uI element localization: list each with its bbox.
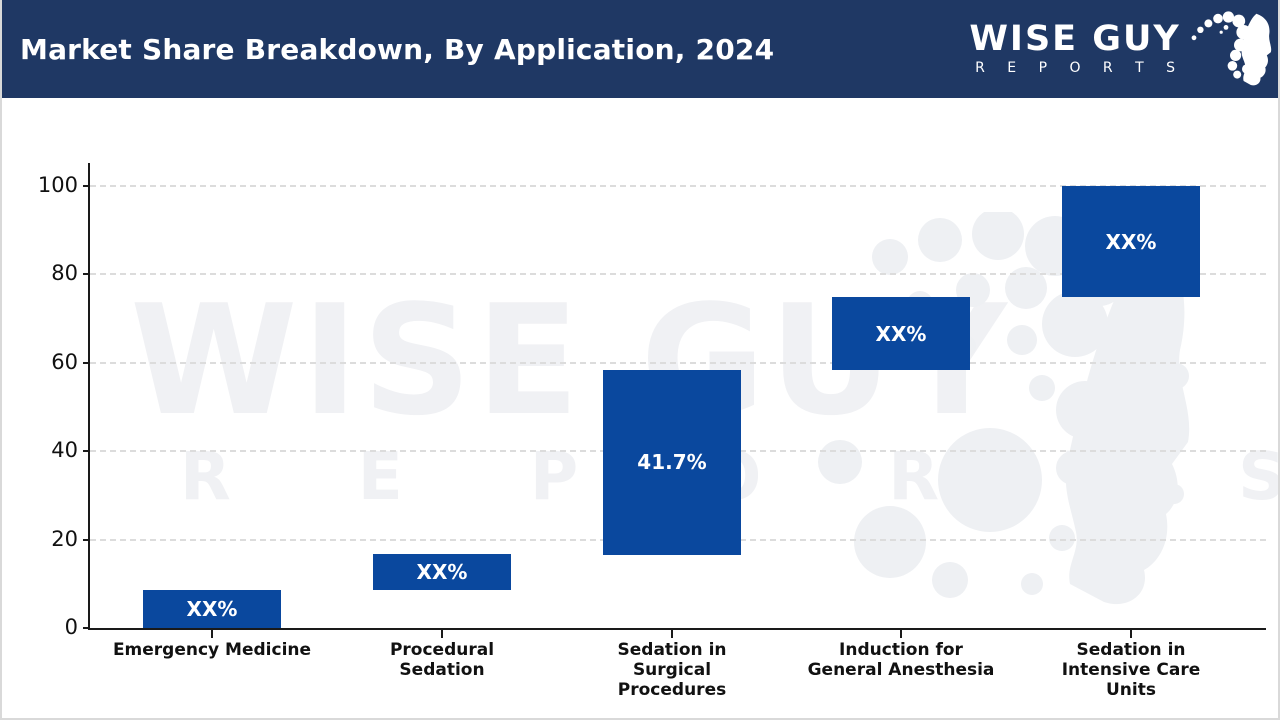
- x-tick-label-4: Induction for General Anesthesia: [786, 640, 1016, 680]
- x-tick-label-5: Sedation in Intensive Care Units: [1016, 640, 1246, 700]
- bar-value-label: XX%: [875, 321, 927, 346]
- x-tick-label-line: Induction for: [839, 640, 963, 660]
- x-tick-label-line: Procedural: [389, 640, 495, 660]
- brand-logo-line1: WISE GUY: [969, 19, 1181, 59]
- y-tick-label-0: 0: [64, 615, 78, 639]
- bar-3: 41.7%: [603, 370, 741, 555]
- y-axis-tick-60: [83, 361, 90, 364]
- x-tick-label-line: Intensive Care: [1061, 660, 1201, 680]
- x-axis-tick-2: [441, 630, 443, 638]
- x-tick-label-line: Surgical: [632, 660, 712, 680]
- page-title: Market Share Breakdown, By Application, …: [20, 32, 775, 66]
- brand-logo-text: WISE GUY R E P O R T S: [966, 19, 1184, 77]
- x-tick-label-line: Procedures: [617, 680, 727, 700]
- y-axis-tick-40: [83, 450, 90, 453]
- x-tick-label-line: General Anesthesia: [807, 660, 995, 680]
- gridline-60: [90, 361, 1266, 364]
- x-axis-tick-1: [211, 630, 213, 638]
- y-axis-tick-0: [83, 627, 90, 629]
- brand-logo: WISE GUY R E P O R T S: [966, 6, 1274, 92]
- bar-value-label: 41.7%: [637, 450, 707, 475]
- x-tick-label-line: Sedation: [399, 660, 485, 680]
- brand-head-icon: [1191, 11, 1272, 86]
- bar-5: XX%: [1062, 186, 1200, 298]
- x-tick-label-line: Units: [1106, 680, 1156, 700]
- y-tick-label-60: 60: [51, 349, 78, 374]
- bar-4: XX%: [832, 297, 970, 371]
- brand-logo-line2: R E P O R T S: [975, 60, 1184, 76]
- y-axis-line: [88, 163, 90, 630]
- bar-value-label: XX%: [416, 560, 468, 585]
- y-axis-tick-20: [83, 538, 90, 541]
- x-tick-label-line: Sedation in: [617, 640, 727, 660]
- bar-value-label: XX%: [1105, 229, 1157, 254]
- x-axis-tick-5: [1130, 630, 1132, 638]
- y-tick-label-20: 20: [51, 526, 78, 551]
- x-tick-label-1: Emergency Medicine: [97, 640, 327, 660]
- y-tick-label-100: 100: [37, 173, 78, 197]
- y-axis-tick-100: [83, 185, 90, 187]
- x-tick-label-line: Emergency Medicine: [112, 640, 312, 660]
- y-tick-label-80: 80: [51, 261, 78, 286]
- bar-2: XX%: [373, 554, 511, 591]
- y-axis-tick-80: [83, 273, 90, 276]
- x-axis-tick-4: [900, 630, 902, 638]
- x-tick-label-2: Procedural Sedation: [327, 640, 557, 680]
- bar-value-label: XX%: [186, 597, 238, 622]
- x-tick-label-line: Sedation in: [1076, 640, 1186, 660]
- x-axis-tick-3: [671, 630, 673, 638]
- gridline-80: [90, 273, 1266, 276]
- y-tick-label-40: 40: [51, 438, 78, 463]
- x-tick-label-3: Sedation in Surgical Procedures: [557, 640, 787, 700]
- bar-1: XX%: [143, 590, 281, 628]
- gridline-100: [90, 185, 1266, 187]
- x-axis-line: [88, 628, 1266, 630]
- header-bar: Market Share Breakdown, By Application, …: [2, 0, 1278, 98]
